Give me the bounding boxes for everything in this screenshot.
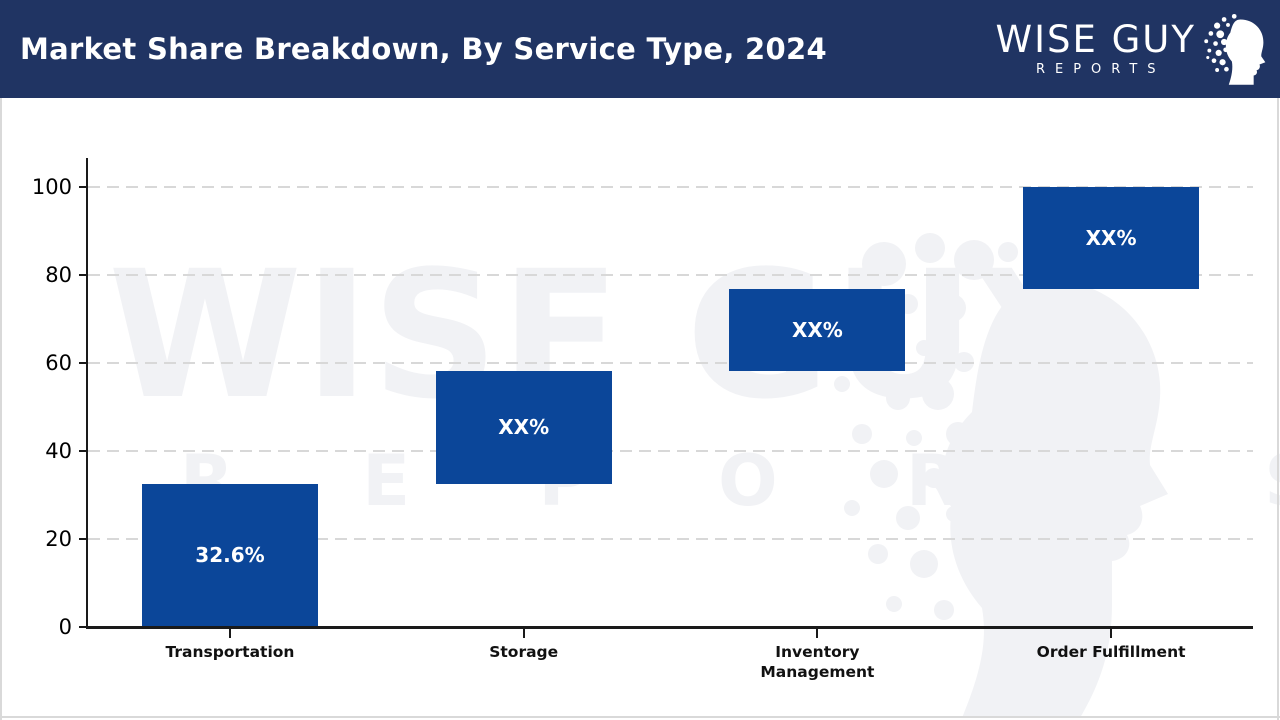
y-tick-100	[79, 186, 88, 188]
gridline-40	[88, 450, 1253, 452]
x-axis-label-transportation: Transportation	[165, 643, 295, 661]
y-tick-label-60: 60	[45, 351, 72, 375]
x-tick-inventory-management	[816, 629, 819, 638]
header-bar: Market Share Breakdown, By Service Type,…	[0, 0, 1280, 98]
bar-value-label-transportation: 32.6%	[195, 543, 265, 568]
wiseguy-face-watermark	[834, 232, 1168, 718]
y-tick-40	[79, 450, 88, 452]
gridline-80	[88, 274, 1253, 276]
logo-face-icon	[1204, 14, 1266, 85]
x-tick-order-fulfillment	[1110, 629, 1113, 638]
x-axis-label-order-fulfillment: Order Fulfillment	[1036, 643, 1186, 661]
logo-subtitle: REPORTS	[1035, 62, 1166, 77]
x-axis-label-inventory-management: Inventory Management	[760, 643, 875, 681]
y-tick-20	[79, 538, 88, 540]
y-tick-label-20: 20	[45, 527, 72, 551]
bar-value-label-inventory-management: XX%	[791, 317, 843, 342]
panel-border-right	[1277, 98, 1279, 720]
bar-storage: XX%	[435, 370, 612, 484]
logo-text: WISE GUY REPORTS	[996, 21, 1196, 77]
x-tick-storage	[522, 629, 525, 638]
x-axis-spine	[86, 626, 1253, 629]
y-axis-spine	[86, 158, 88, 629]
bar-inventory-management: XX%	[729, 289, 906, 371]
bar-transportation: 32.6%	[142, 483, 318, 627]
gridline-100	[88, 186, 1253, 188]
x-axis-label-storage: Storage	[489, 643, 559, 661]
logo-wordmark: WISE GUY	[995, 18, 1196, 61]
bar-order-fulfillment: XX%	[1023, 187, 1200, 290]
y-tick-60	[79, 362, 88, 364]
gridline-60	[88, 362, 1253, 364]
gridline-20	[88, 538, 1253, 540]
wiseguy-logo: WISE GUY REPORTS	[996, 6, 1270, 92]
y-tick-label-40: 40	[45, 439, 72, 463]
y-tick-80	[79, 274, 88, 276]
page-title: Market Share Breakdown, By Service Type,…	[20, 32, 827, 66]
y-tick-label-100: 100	[31, 175, 72, 199]
panel-border-left	[0, 98, 2, 720]
x-tick-transportation	[229, 629, 231, 638]
bar-value-label-order-fulfillment: XX%	[1085, 226, 1137, 251]
y-tick-0	[79, 626, 88, 628]
bar-value-label-storage: XX%	[498, 415, 550, 440]
y-tick-label-0: 0	[58, 615, 72, 639]
y-tick-label-80: 80	[45, 263, 72, 287]
panel-border-bottom	[0, 716, 1280, 718]
